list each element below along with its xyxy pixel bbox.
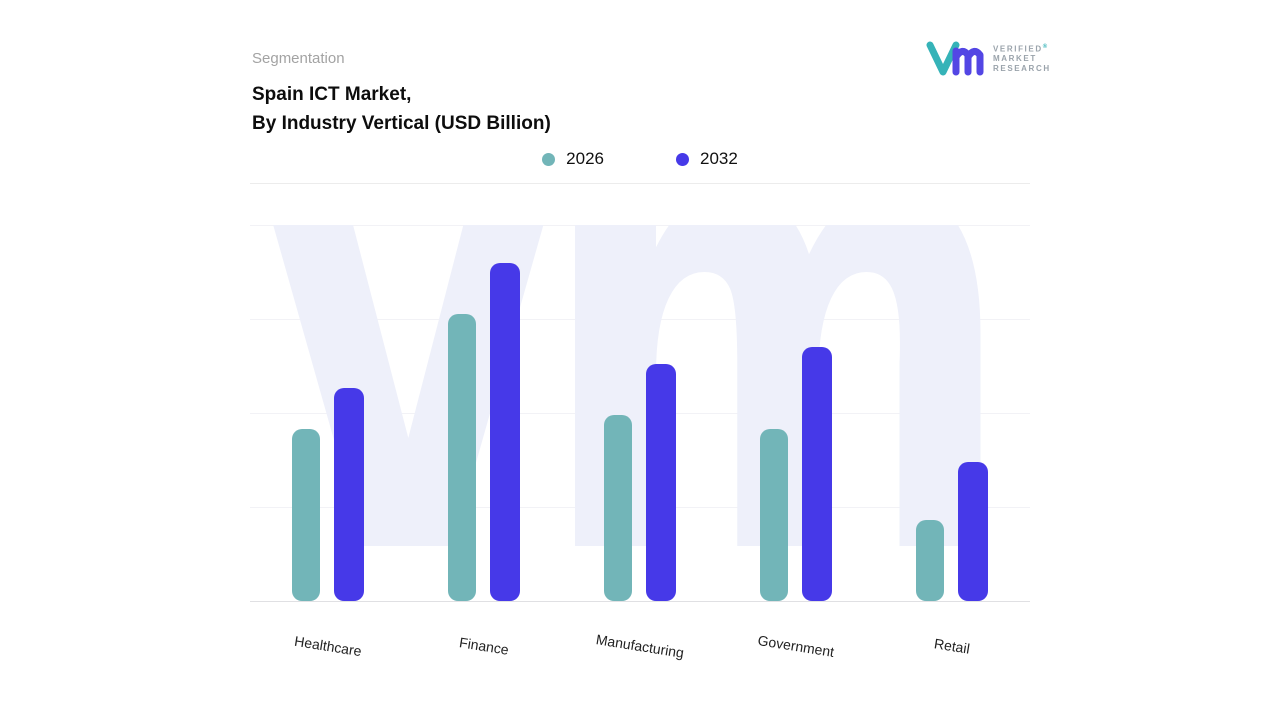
- legend-item-2032: 2032: [676, 149, 738, 169]
- bar-group-healthcare: [292, 388, 364, 601]
- gridline: [250, 507, 1030, 508]
- bar-healthcare-2026: [292, 429, 320, 601]
- x-label-finance: Finance: [458, 634, 510, 658]
- legend-dot-2026: [542, 152, 556, 166]
- vmr-logo-mark: [926, 41, 984, 76]
- registered-mark: ®: [1042, 43, 1048, 50]
- x-label-healthcare: Healthcare: [293, 632, 363, 660]
- segmentation-label: Segmentation: [252, 50, 345, 67]
- bar-group-finance: [448, 263, 520, 601]
- gridline: [250, 225, 1030, 226]
- gridline: [250, 319, 1030, 320]
- legend-label-2032: 2032: [700, 149, 738, 168]
- x-label-government: Government: [756, 632, 836, 660]
- bar-government-2026: [760, 429, 788, 601]
- bar-manufacturing-2032: [646, 364, 676, 601]
- bar-group-manufacturing: [604, 364, 676, 601]
- chart-title-line1: Spain ICT Market,: [252, 84, 412, 105]
- legend-dot-2032: [676, 152, 689, 166]
- bar-government-2032: [802, 347, 832, 601]
- bar-retail-2026: [916, 520, 944, 601]
- chart-title-line2: By Industry Vertical (USD Billion): [252, 113, 551, 134]
- bar-finance-2026: [448, 314, 476, 601]
- legend-label-2026: 2026: [566, 149, 604, 168]
- gridline: [250, 413, 1030, 414]
- legend-item-2026: 2026: [542, 149, 604, 169]
- logo-line3: RESEARCH: [993, 63, 1051, 73]
- x-label-manufacturing: Manufacturing: [594, 631, 686, 661]
- bar-healthcare-2032: [334, 388, 364, 601]
- x-label-retail: Retail: [933, 635, 971, 657]
- vmr-logo-text: VERIFIED® MARKET RESEARCH: [993, 43, 1051, 73]
- bar-finance-2032: [490, 263, 520, 601]
- logo-line2: MARKET: [993, 54, 1037, 64]
- vmr-logo: VERIFIED® MARKET RESEARCH: [926, 36, 1066, 80]
- header-divider: [250, 183, 1030, 184]
- bar-manufacturing-2026: [604, 415, 632, 601]
- chart-title: Spain ICT Market, By Industry Vertical (…: [252, 80, 551, 138]
- plot-area: vmr: [250, 225, 1030, 602]
- bar-group-retail: [916, 462, 988, 601]
- x-axis-labels: Healthcare Finance Manufacturing Government…: [250, 631, 1030, 679]
- bar-retail-2032: [958, 462, 988, 601]
- chart-legend: 2026 2032: [250, 149, 1030, 169]
- logo-line1: VERIFIED: [993, 44, 1043, 54]
- bar-group-government: [760, 347, 832, 601]
